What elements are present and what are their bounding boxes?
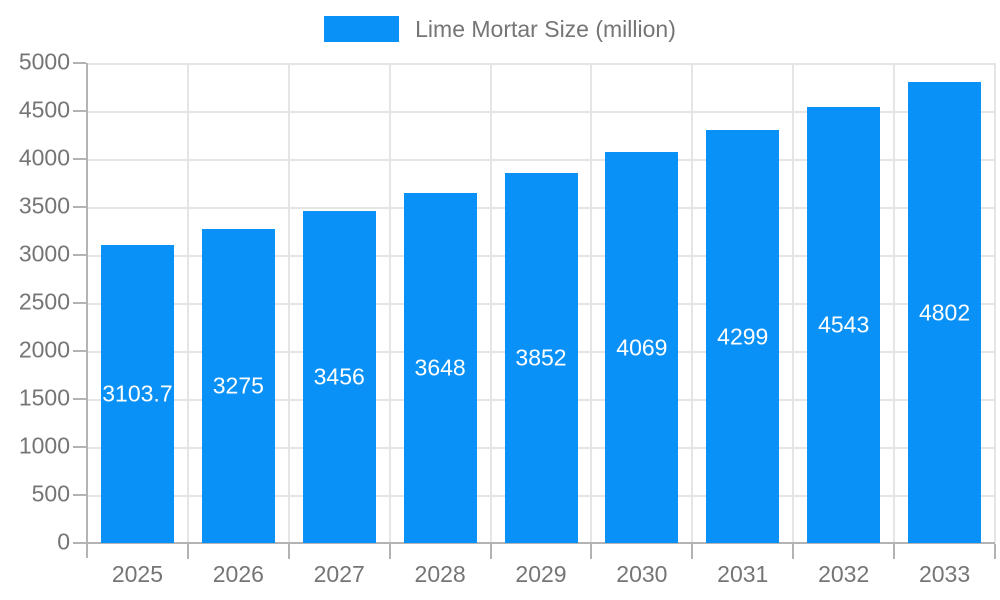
bar-value-label: 3648 [414,354,466,381]
x-gridline [388,63,391,543]
x-axis-label-2028: 2028 [414,561,466,587]
x-gridline [186,63,189,543]
x-gridline [489,63,492,543]
y-axis-label: 4000 [18,144,70,171]
bar-value-label: 3852 [515,344,567,371]
y-axis-tick [73,62,86,64]
x-axis-tick [287,544,290,559]
x-axis-tick [388,544,391,559]
y-axis-tick [73,302,86,304]
plot-area: 0 500 1000 1500 2000 2500 3000 3500 4000 4500 5000… [19,48,996,587]
bar-value-label: 4543 [818,311,870,338]
y-axis-label: 0 [57,528,70,555]
bar-value-label: 3456 [313,363,365,390]
x-axis-tick [489,544,492,559]
x-axis-label-2033: 2033 [918,561,971,587]
bar-value-label: 3275 [212,372,264,399]
bar-2028[interactable]: 3648 [403,192,477,543]
x-axis-label-2032: 2032 [818,561,870,587]
x-axis-label-2030: 2030 [616,561,668,587]
y-axis-label: 500 [31,480,70,507]
y-axis-tick [73,158,86,160]
y-axis-label: 4500 [18,96,70,123]
bar-2033[interactable]: 4802 [908,82,982,543]
x-gridline [691,63,694,543]
x-axis-tick [691,544,694,559]
y-axis-label: 2000 [18,336,70,363]
bar-2030[interactable]: 4069 [605,152,679,543]
bar-2032[interactable]: 4543 [807,106,881,543]
x-axis-label-2027: 2027 [313,561,365,587]
y-axis-tick [73,542,86,544]
y-axis-line [86,63,88,558]
y-gridline [87,111,995,113]
y-axis-label: 3500 [18,192,70,219]
legend-swatch[interactable] [324,16,400,42]
x-axis-label-2026: 2026 [212,561,264,587]
x-axis-line [73,542,995,544]
y-axis-label: 1000 [18,432,70,459]
x-gridline [893,63,896,543]
y-axis-tick [73,206,86,208]
x-axis-tick [792,544,795,559]
x-axis-label-2031: 2031 [717,561,769,587]
bar-value-label: 4069 [616,334,668,361]
x-axis-tick [186,544,189,559]
y-axis-tick [73,398,86,400]
y-axis-tick [73,446,86,448]
bar-value-label: 3103.7 [102,380,173,407]
y-gridline [87,63,995,65]
y-axis-tick [73,350,86,352]
y-axis-label: 3000 [18,240,70,267]
bar-2029[interactable]: 3852 [504,173,578,543]
y-axis-label: 2500 [18,288,70,315]
bar-2026[interactable]: 3275 [201,228,275,543]
x-axis-label-2025: 2025 [111,561,164,587]
y-axis-label: 1500 [18,384,70,411]
x-axis-tick [590,544,593,559]
bar-value-label: 4299 [717,323,769,350]
y-gridline [87,159,995,161]
bar-2031[interactable]: 4299 [706,130,780,543]
bar-2027[interactable]: 3456 [302,211,376,543]
legend-label[interactable]: Lime Mortar Size (million) [415,16,676,42]
bar-2025[interactable]: 3103.7 [100,245,174,543]
chart-legend: Lime Mortar Size (million) [0,16,1000,42]
bar-value-label: 4802 [918,299,971,325]
y-axis-tick [73,494,86,496]
x-gridline [792,63,795,543]
y-axis-label: 5000 [18,48,70,75]
x-gridline [994,63,996,543]
x-axis-tick [893,544,896,559]
y-axis-tick [73,254,86,256]
x-gridline [590,63,593,543]
x-gridline [287,63,290,543]
x-axis-label-2029: 2029 [515,561,567,587]
x-axis-tick [994,544,996,559]
y-axis-tick [73,110,86,112]
